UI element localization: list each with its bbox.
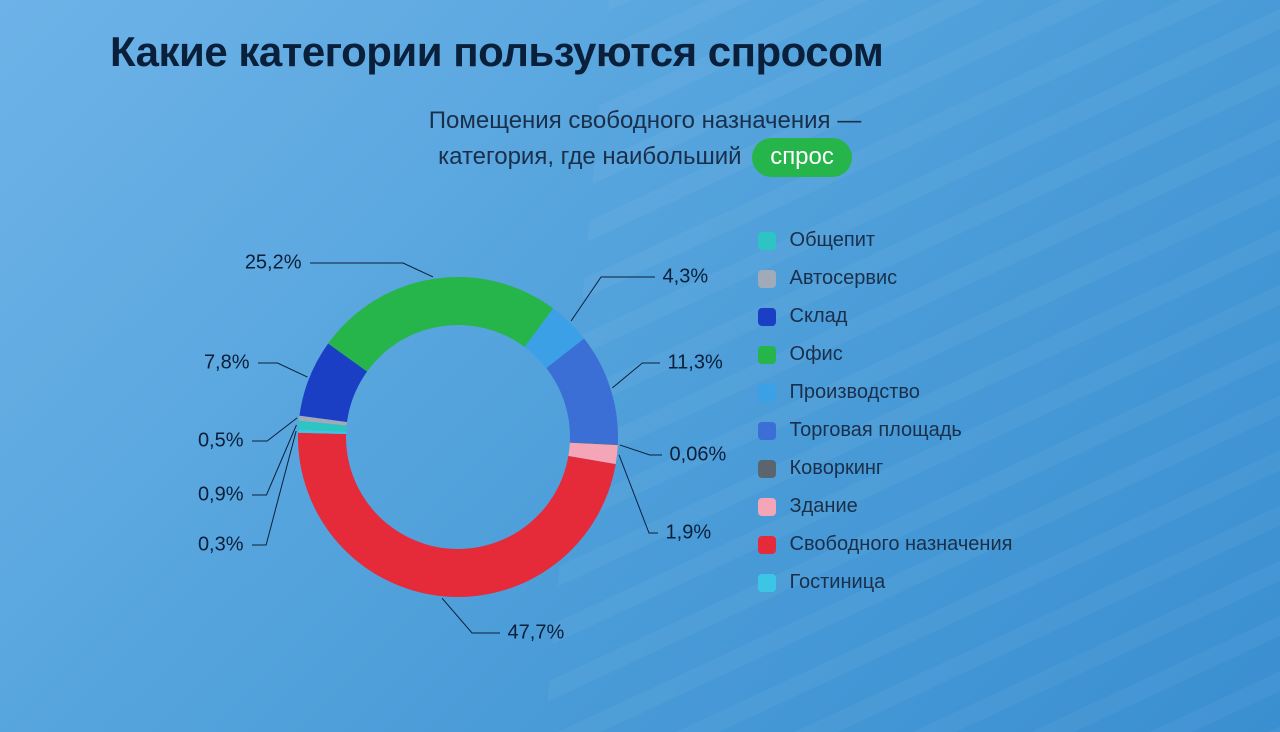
legend-label: Коворкинг (790, 457, 884, 480)
legend-swatch (758, 232, 776, 250)
legend-label: Общепит (790, 229, 876, 252)
legend-swatch (758, 460, 776, 478)
legend-item: Общепит (758, 229, 1013, 252)
legend-label: Офис (790, 343, 843, 366)
legend-swatch (758, 270, 776, 288)
slice-label-coworking: 0,06% (670, 444, 727, 467)
chart-row: 11,3%0,06%1,9%47,7%0,3%0,9%0,5%7,8%25,2%… (110, 217, 1180, 657)
legend-label: Склад (790, 305, 848, 328)
legend-swatch (758, 498, 776, 516)
legend-label: Свободного назначения (790, 533, 1013, 556)
legend-item: Свободного назначения (758, 533, 1013, 556)
legend-swatch (758, 384, 776, 402)
legend-swatch (758, 308, 776, 326)
legend-label: Автосервис (790, 267, 898, 290)
donut-chart: 11,3%0,06%1,9%47,7%0,3%0,9%0,5%7,8%25,2%… (238, 217, 678, 657)
slide: Какие категории пользуются спросом Помещ… (0, 0, 1280, 732)
legend: Общепит Автосервис Склад Офис Производство То… (758, 229, 1013, 594)
legend-item: Здание (758, 495, 1013, 518)
donut-svg (238, 217, 678, 657)
legend-item: Автосервис (758, 267, 1013, 290)
legend-label: Производство (790, 381, 920, 404)
slice-svobodnoe (298, 433, 616, 597)
legend-label: Торговая площадь (790, 419, 962, 442)
legend-item: Коворкинг (758, 457, 1013, 480)
legend-item: Гостиница (758, 571, 1013, 594)
legend-swatch (758, 346, 776, 364)
legend-item: Склад (758, 305, 1013, 328)
legend-item: Торговая площадь (758, 419, 1013, 442)
subtitle-line1: Помещения свободного назначения — (429, 107, 861, 134)
legend-swatch (758, 536, 776, 554)
page-title: Какие категории пользуются спросом (110, 28, 1180, 76)
subtitle: Помещения свободного назначения — катего… (110, 104, 1180, 177)
legend-item: Офис (758, 343, 1013, 366)
slice-ofis (328, 277, 553, 372)
legend-label: Гостиница (790, 571, 886, 594)
subtitle-line2-prefix: категория, где наибольший (438, 143, 741, 170)
legend-swatch (758, 574, 776, 592)
legend-swatch (758, 422, 776, 440)
subtitle-pill: спрос (752, 138, 852, 178)
legend-item: Производство (758, 381, 1013, 404)
legend-label: Здание (790, 495, 858, 518)
